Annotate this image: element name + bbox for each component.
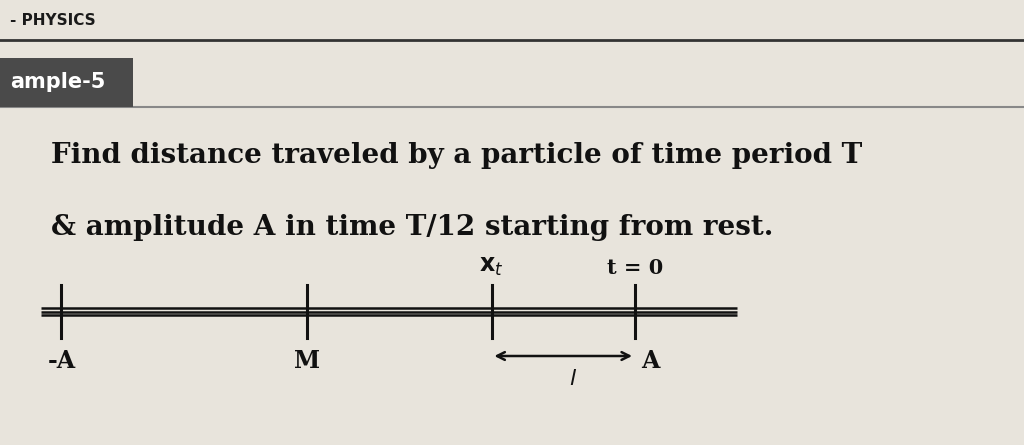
Text: M: M bbox=[294, 349, 321, 373]
Text: t = 0: t = 0 bbox=[607, 258, 663, 278]
Text: & amplitude A in time T/12 starting from rest.: & amplitude A in time T/12 starting from… bbox=[51, 214, 773, 241]
Text: ample-5: ample-5 bbox=[10, 73, 105, 92]
FancyBboxPatch shape bbox=[0, 58, 133, 107]
Text: $l$: $l$ bbox=[569, 369, 578, 389]
Text: -A: -A bbox=[47, 349, 76, 373]
Text: - PHYSICS: - PHYSICS bbox=[10, 13, 96, 28]
Text: $\mathbf{x}_t$: $\mathbf{x}_t$ bbox=[479, 254, 504, 278]
Text: Find distance traveled by a particle of time period T: Find distance traveled by a particle of … bbox=[51, 142, 862, 170]
Text: A: A bbox=[641, 349, 659, 373]
